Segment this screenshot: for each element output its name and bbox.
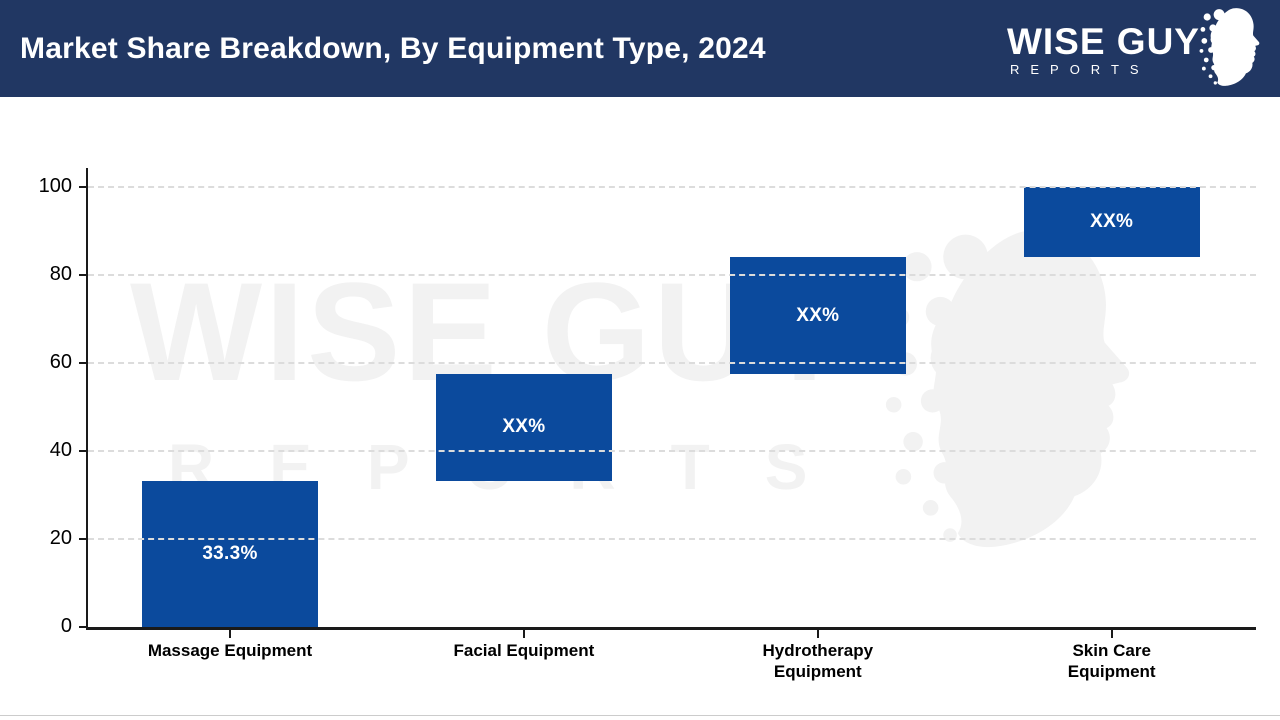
bar-value-label: XX%	[1090, 211, 1134, 233]
brand-name: WISE GUY	[1006, 20, 1200, 62]
category-label: Hydrotherapy Equipment	[762, 641, 874, 682]
y-tick-label: 20	[49, 527, 72, 550]
x-axis-line	[86, 627, 1256, 631]
gridline	[88, 450, 1256, 453]
y-tick-mark	[79, 626, 86, 629]
bar-segment: XX%	[435, 374, 612, 481]
y-tick-label: 60	[49, 351, 72, 374]
brand-face-icon	[1196, 6, 1270, 92]
gridline	[88, 274, 1256, 277]
x-tick-mark	[229, 630, 231, 639]
y-tick-label: 40	[49, 439, 72, 462]
brand-logo-text: WISE GUY REPORTS	[1007, 23, 1200, 76]
gridline	[88, 538, 1256, 541]
bar-value-label: XX%	[796, 304, 840, 326]
y-tick-mark	[79, 362, 86, 365]
bar-segment: XX%	[1023, 187, 1200, 258]
chart-title: Market Share Breakdown, By Equipment Typ…	[20, 31, 766, 65]
category-label: Massage Equipment	[147, 641, 313, 660]
x-tick-mark	[816, 630, 819, 639]
bar-value-label: XX%	[502, 416, 546, 438]
y-tick-mark	[79, 186, 86, 188]
bar-value-label: 33.3%	[202, 542, 258, 564]
category-label: Facial Equipment	[453, 641, 595, 660]
y-axis-line	[86, 168, 88, 631]
x-tick-mark	[1110, 630, 1113, 639]
header-band: Market Share Breakdown, By Equipment Typ…	[0, 0, 1280, 97]
gridline	[88, 186, 1256, 188]
y-tick-mark	[79, 274, 86, 277]
y-tick-mark	[79, 450, 86, 453]
bar-segment: 33.3%	[142, 480, 318, 628]
brand-logo: WISE GUY REPORTS	[1007, 4, 1270, 94]
y-tick-label: 80	[49, 263, 72, 286]
y-tick-label: 0	[60, 615, 72, 638]
y-tick-mark	[79, 538, 86, 541]
bar-segment: XX%	[729, 257, 906, 375]
x-tick-mark	[522, 630, 525, 639]
bottom-divider	[0, 715, 1280, 716]
brand-subname: REPORTS	[1009, 61, 1150, 77]
y-tick-label: 100	[38, 175, 72, 197]
gridline	[88, 362, 1256, 365]
category-label: Skin Care Equipment	[1067, 641, 1156, 682]
